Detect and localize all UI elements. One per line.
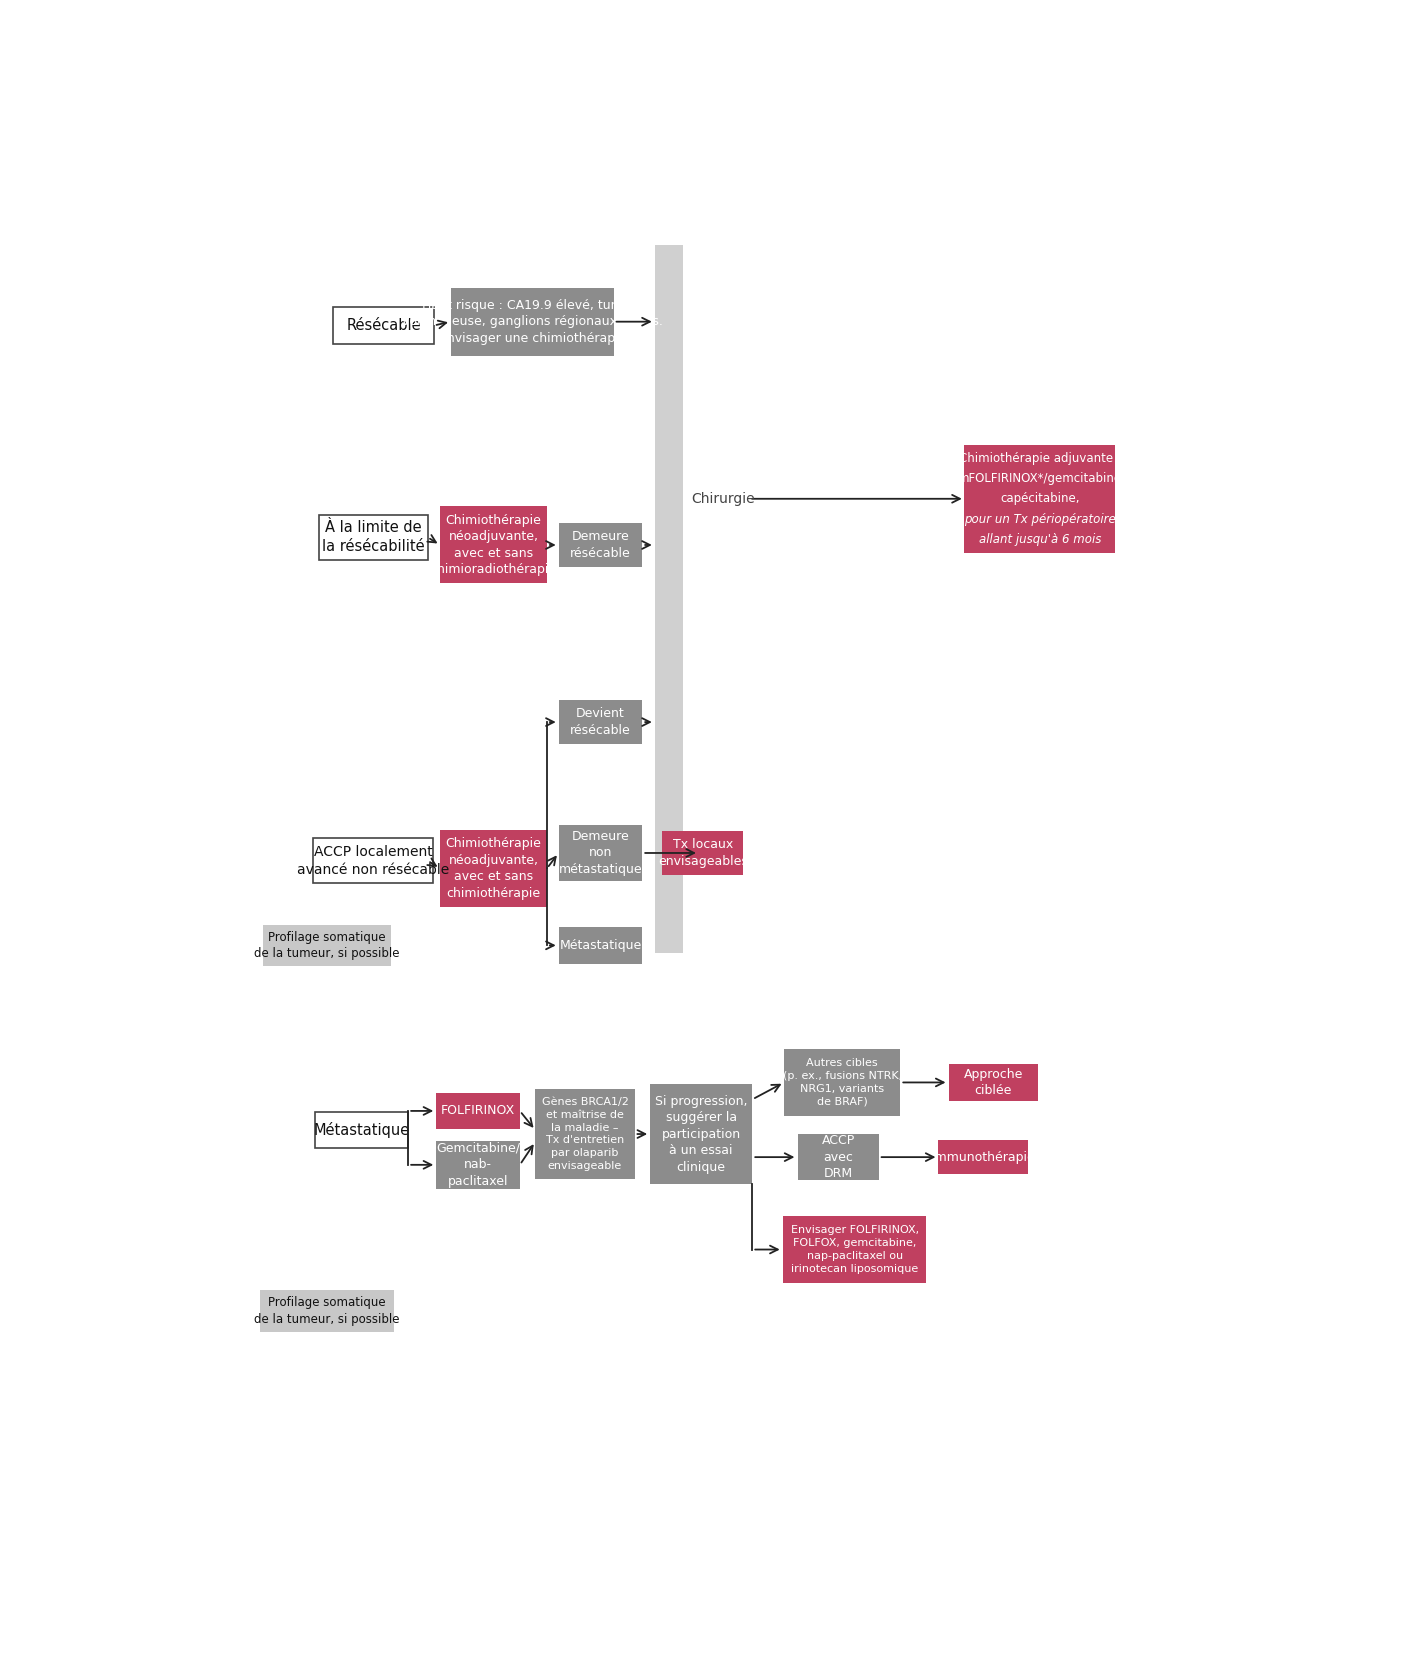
Bar xyxy=(965,445,1115,552)
Bar xyxy=(451,288,613,356)
Text: Métastatique: Métastatique xyxy=(314,1121,411,1138)
Text: Chimiothérapie
néoadjuvante,
avec et sans
chimiothérapie: Chimiothérapie néoadjuvante, avec et san… xyxy=(446,837,541,900)
Text: pour un Tx périopératoire: pour un Tx périopératoire xyxy=(965,513,1116,526)
Text: Autres cibles
(p. ex., fusions NTRK,
NRG1, variants
de BRAF): Autres cibles (p. ex., fusions NTRK, NRG… xyxy=(783,1059,901,1107)
Bar xyxy=(662,830,744,875)
Text: Haut risque : CA19.9 élevé, tumeur
volumineuse, ganglions régionaux enflés.
Envi: Haut risque : CA19.9 élevé, tumeur volum… xyxy=(402,299,662,344)
Bar xyxy=(797,1135,879,1181)
Bar xyxy=(319,514,427,559)
Text: mFOLFIRINOX*/gemcitabine: mFOLFIRINOX*/gemcitabine xyxy=(957,471,1122,485)
Text: Chimiothérapie adjuvante :: Chimiothérapie adjuvante : xyxy=(959,452,1121,465)
Bar xyxy=(436,1093,520,1128)
Bar xyxy=(436,1141,520,1189)
Bar xyxy=(260,1290,394,1331)
Text: Gemcitabine/
nab-
paclitaxel: Gemcitabine/ nab- paclitaxel xyxy=(436,1141,520,1188)
Text: Métastatique: Métastatique xyxy=(560,939,641,953)
Bar xyxy=(440,830,547,906)
Text: Immunothérapie: Immunothérapie xyxy=(931,1151,1035,1164)
Text: Chirurgie: Chirurgie xyxy=(692,491,755,506)
Text: Tx locaux
envisageables: Tx locaux envisageables xyxy=(658,839,748,868)
Text: Approche
ciblée: Approche ciblée xyxy=(963,1068,1024,1097)
Bar xyxy=(314,839,433,883)
Text: À la limite de
la résécabilité: À la limite de la résécabilité xyxy=(322,519,425,554)
Bar xyxy=(440,506,547,584)
Text: ACCP localement
avancé non résécable: ACCP localement avancé non résécable xyxy=(297,845,450,877)
Bar xyxy=(558,700,643,744)
Bar xyxy=(333,308,434,344)
Text: Chimiothérapie
néoadjuvante,
avec et sans
chimioradiothérapie: Chimiothérapie néoadjuvante, avec et san… xyxy=(430,514,557,576)
Bar xyxy=(655,245,683,953)
Text: ACCP
avec
DRM: ACCP avec DRM xyxy=(821,1135,855,1181)
Text: FOLFIRINOX: FOLFIRINOX xyxy=(441,1105,515,1118)
Text: Profilage somatique
de la tumeur, si possible: Profilage somatique de la tumeur, si pos… xyxy=(254,1297,399,1327)
Text: Gènes BRCA1/2
et maîtrise de
la maladie –
Tx d'entretien
par olaparib
envisageab: Gènes BRCA1/2 et maîtrise de la maladie … xyxy=(541,1097,628,1171)
Bar xyxy=(785,1049,900,1116)
Bar xyxy=(558,523,643,567)
Bar xyxy=(949,1064,1038,1102)
Bar xyxy=(650,1083,752,1184)
Text: Si progression,
suggérer la
participation
à un essai
clinique: Si progression, suggérer la participatio… xyxy=(655,1095,748,1174)
Bar xyxy=(783,1216,927,1284)
Text: Résécable: Résécable xyxy=(346,318,420,332)
Bar xyxy=(558,825,643,880)
Text: capécitabine,: capécitabine, xyxy=(1000,493,1080,504)
Bar xyxy=(536,1088,634,1179)
Text: allant jusqu'à 6 mois: allant jusqu'à 6 mois xyxy=(979,533,1101,546)
Bar xyxy=(938,1140,1028,1174)
Bar xyxy=(558,926,643,964)
Bar xyxy=(263,925,391,966)
Text: Devient
résécable: Devient résécable xyxy=(569,708,631,736)
Text: Envisager FOLFIRINOX,
FOLFOX, gemcitabine,
nap-paclitaxel ou
irinotecan liposomi: Envisager FOLFIRINOX, FOLFOX, gemcitabin… xyxy=(790,1226,918,1274)
Bar xyxy=(315,1113,408,1148)
Text: Demeure
non
métastatique: Demeure non métastatique xyxy=(558,830,643,877)
Text: Demeure
résécable: Demeure résécable xyxy=(569,531,631,559)
Text: Profilage somatique
de la tumeur, si possible: Profilage somatique de la tumeur, si pos… xyxy=(254,931,399,959)
